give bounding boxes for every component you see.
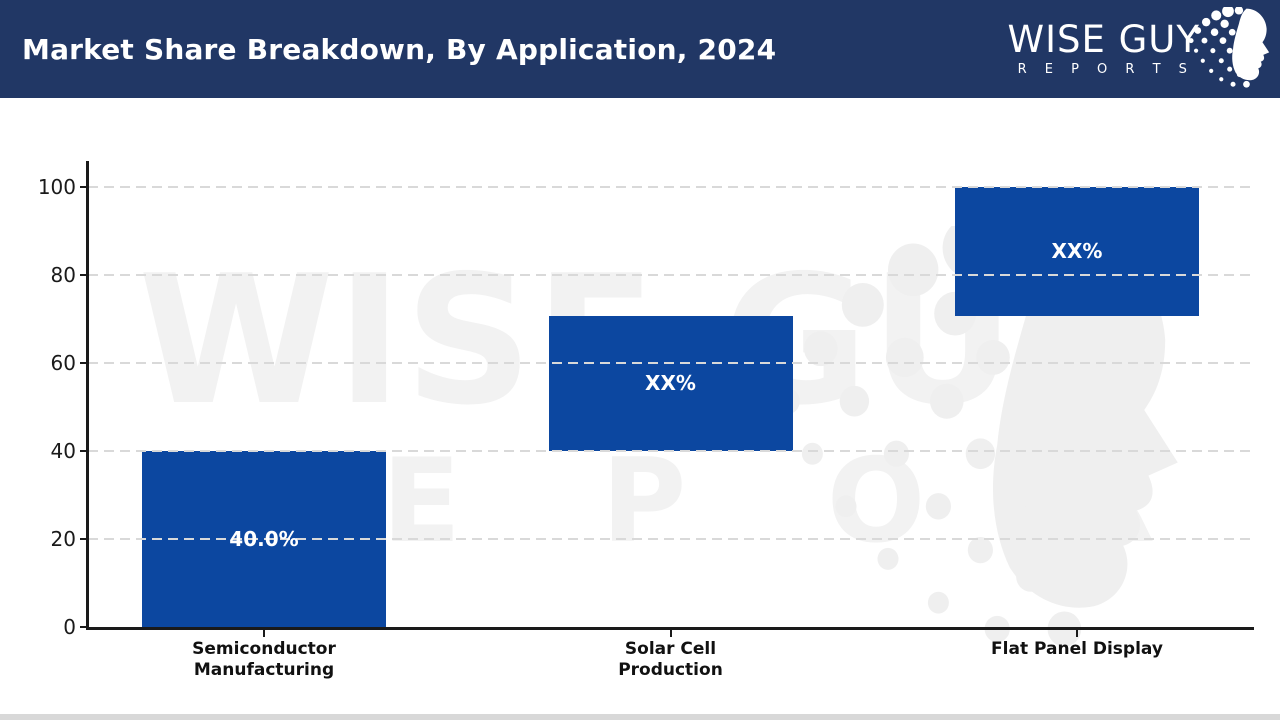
y-tick-label-0: 0 bbox=[63, 615, 76, 639]
category-label-0: Semiconductor Manufacturing bbox=[192, 639, 336, 680]
gridline-20 bbox=[88, 538, 1253, 540]
y-tick-label-60: 60 bbox=[50, 351, 76, 375]
bar-value-label-1: XX% bbox=[645, 371, 696, 396]
gridline-60 bbox=[88, 362, 1253, 364]
y-tick-label-80: 80 bbox=[50, 263, 76, 287]
y-tick-80 bbox=[80, 274, 88, 276]
gridline-80 bbox=[88, 274, 1253, 276]
logo-wordmark: WISE GUY bbox=[1007, 18, 1200, 61]
x-tick-2 bbox=[1076, 629, 1078, 637]
category-label-1: Solar Cell Production bbox=[618, 639, 723, 680]
y-tick-40 bbox=[80, 450, 88, 452]
y-tick-label-100: 100 bbox=[37, 175, 76, 199]
footer-bar bbox=[0, 714, 1280, 720]
y-tick-label-40: 40 bbox=[50, 439, 76, 463]
header-bar: Market Share Breakdown, By Application, … bbox=[0, 0, 1280, 98]
x-axis-line bbox=[86, 627, 1254, 630]
brand-logo: WISE GUY R E P O R T S bbox=[1008, 7, 1270, 91]
y-tick-label-20: 20 bbox=[50, 527, 76, 551]
bar-value-label-2: XX% bbox=[1051, 239, 1103, 264]
category-label-2: Flat Panel Display bbox=[991, 639, 1163, 659]
gridline-100 bbox=[88, 186, 1253, 188]
bar-value-label-0: 40.0% bbox=[229, 527, 299, 551]
chart-title: Market Share Breakdown, By Application, … bbox=[22, 32, 777, 66]
x-tick-0 bbox=[263, 629, 265, 637]
y-tick-20 bbox=[80, 538, 88, 540]
logo-face-icon bbox=[1188, 7, 1270, 88]
logo-wordmark-block: WISE GUY R E P O R T S bbox=[1008, 21, 1200, 77]
y-tick-0 bbox=[80, 626, 88, 628]
bar-solar-cell-production bbox=[548, 315, 793, 451]
x-tick-1 bbox=[669, 629, 672, 637]
y-tick-100 bbox=[80, 186, 88, 188]
gridline-40 bbox=[88, 450, 1253, 452]
y-axis-line bbox=[86, 161, 89, 629]
logo-subtext: R E P O R T S bbox=[1017, 62, 1194, 77]
y-tick-60 bbox=[80, 362, 88, 364]
